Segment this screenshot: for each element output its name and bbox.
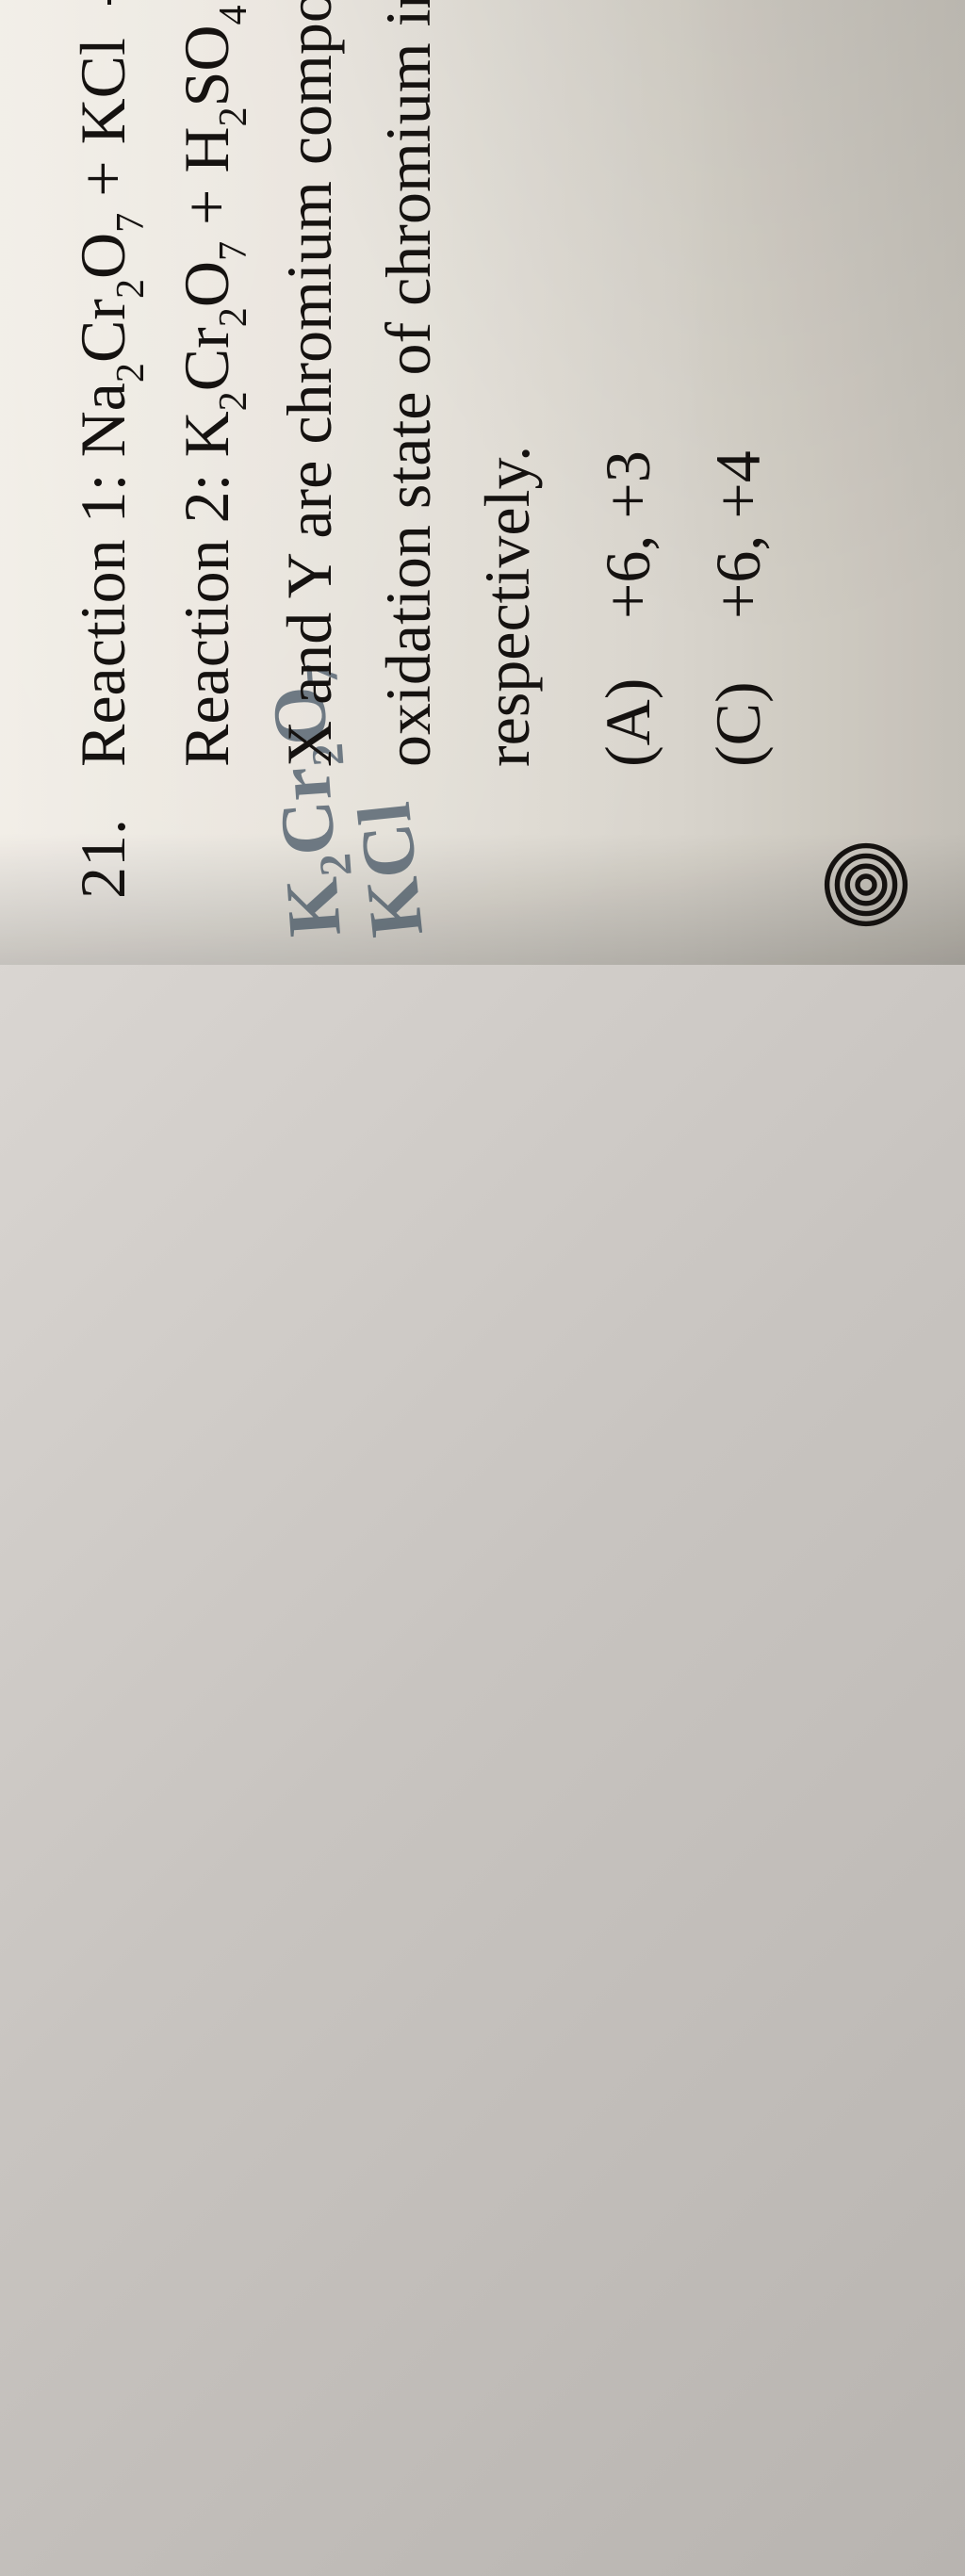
respectively-word: respectively.	[471, 446, 543, 767]
reaction-2-label: Reaction 2:	[171, 473, 242, 767]
stem-line-1: X and Y are chromium compounds. The	[263, 0, 356, 767]
option-a-label: (A)	[581, 635, 675, 767]
reaction-2-formula: K2Cr2O7 + H2SO4 + H2S	[171, 0, 242, 457]
option-a-value: +6, +3	[592, 450, 663, 619]
option-a: (A) +6, +3	[581, 0, 675, 767]
textbook-page: K₂Cr₂O₇ KCl 21. Reaction 1: Na2Cr2O7 + K…	[0, 0, 965, 965]
question-21: 21. Reaction 1: Na2Cr2O7 + KCl X Reactio…	[57, 0, 784, 889]
question-body: Reaction 1: Na2Cr2O7 + KCl X Reaction 2:…	[57, 0, 553, 767]
answer-options: (A) +6, +3 (B) +3, +6 (C) +6, +4 (D) +7,…	[581, 0, 784, 767]
reaction-1-label: Reaction 1:	[67, 473, 139, 767]
stem-line-3: respectively.	[461, 0, 554, 767]
question-number: 21.	[57, 819, 150, 899]
option-c-value: +6, +4	[702, 450, 774, 619]
reaction-2-line: Reaction 2: K2Cr2O7 + H2SO4 + H2S Y	[160, 0, 258, 767]
spiral-icon	[824, 842, 908, 927]
option-c: (C) +6, +4	[692, 0, 785, 767]
option-c-label: (C)	[692, 635, 785, 767]
reaction-1-line: Reaction 1: Na2Cr2O7 + KCl X	[57, 0, 155, 767]
reaction-1-formula: Na2Cr2O7 + KCl	[67, 22, 139, 457]
reaction-arrow-icon	[107, 0, 111, 5]
stem-line-2: oxidation state of chromium in X and Y a…	[362, 0, 455, 767]
